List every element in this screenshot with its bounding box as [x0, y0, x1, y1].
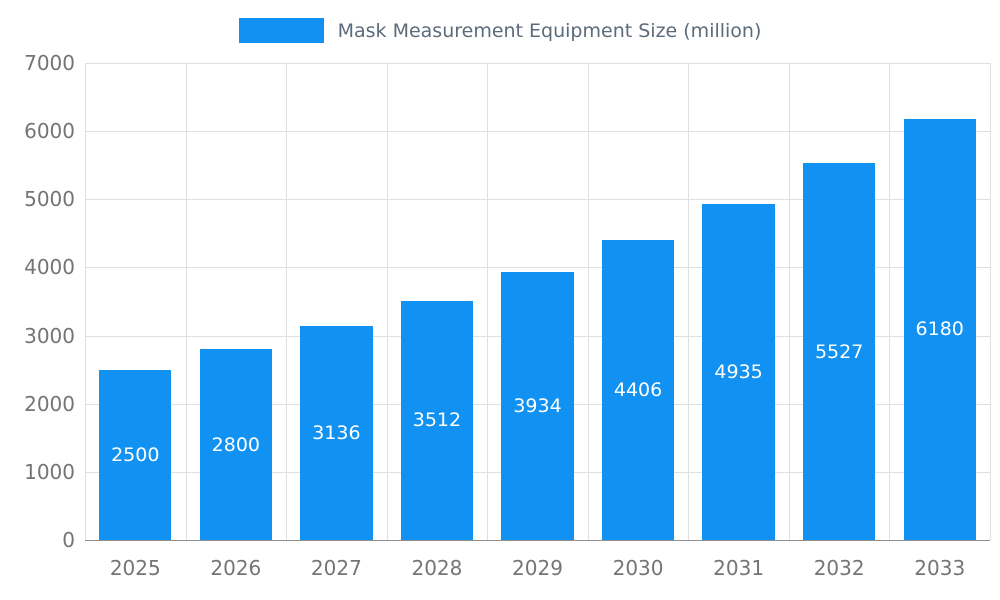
- bar[interactable]: 3934: [501, 271, 574, 540]
- bar-value-label: 2800: [211, 433, 260, 456]
- x-tick-label: 2028: [411, 556, 463, 580]
- y-tick-label: 7000: [24, 51, 75, 75]
- y-tick-label: 2000: [24, 391, 75, 416]
- vertical-gridline: [990, 63, 991, 540]
- bar[interactable]: 3512: [400, 300, 474, 540]
- bar[interactable]: 4935: [702, 203, 775, 540]
- plot-area: 2500 2800 3136 3512 3934 4406 4935 5527 6180: [85, 63, 991, 541]
- x-axis-labels: 2025 2026 2027 2028 2029 2030 2031 2032 2033: [85, 556, 990, 586]
- bar-value-label: 4935: [714, 360, 763, 383]
- bar-value-label: 4406: [613, 378, 663, 401]
- horizontal-gridline: [85, 199, 990, 201]
- y-tick-label: 0: [62, 528, 75, 552]
- legend-label: Mask Measurement Equipment Size (million…: [337, 19, 762, 42]
- y-tick-label: 3000: [24, 323, 75, 348]
- y-axis-labels: 0 1000 2000 3000 4000 5000 6000 7000: [0, 51, 75, 552]
- x-tick-label: 2026: [210, 556, 262, 580]
- bar[interactable]: 2800: [199, 349, 273, 540]
- bar-value-label: 5527: [814, 340, 864, 363]
- x-tick-label: 2027: [310, 556, 362, 580]
- x-tick-label: 2032: [813, 556, 865, 580]
- x-tick-label: 2025: [109, 556, 161, 580]
- bar[interactable]: 3136: [300, 326, 373, 540]
- x-tick-label: 2031: [713, 556, 765, 580]
- bar-value-label: 3934: [513, 394, 562, 417]
- legend-swatch: [238, 18, 324, 43]
- bar[interactable]: 2500: [99, 369, 172, 540]
- bar[interactable]: 5527: [802, 163, 876, 540]
- horizontal-gridline: [85, 63, 990, 64]
- vertical-gridline: [688, 63, 690, 540]
- bar[interactable]: 4406: [601, 239, 675, 540]
- y-tick-label: 6000: [24, 119, 75, 144]
- bar-value-label: 3512: [412, 409, 462, 432]
- vertical-gridline: [788, 63, 790, 540]
- y-tick-label: 1000: [24, 459, 75, 484]
- vertical-gridline: [889, 63, 891, 540]
- vertical-gridline: [286, 63, 288, 540]
- horizontal-gridline: [85, 267, 990, 269]
- y-tick-label: 5000: [24, 187, 75, 212]
- horizontal-gridline: [85, 131, 990, 133]
- vertical-gridline: [386, 63, 388, 540]
- bar-value-label: 6180: [915, 318, 964, 341]
- vertical-gridline: [85, 63, 86, 540]
- y-tick-label: 4000: [24, 255, 75, 280]
- legend[interactable]: Mask Measurement Equipment Size (million…: [0, 18, 1000, 43]
- x-tick-label: 2030: [612, 556, 664, 580]
- x-tick-label: 2029: [512, 556, 563, 580]
- x-tick-label: 2033: [914, 556, 966, 580]
- vertical-gridline: [487, 63, 489, 540]
- vertical-gridline: [587, 63, 589, 540]
- bar-value-label: 2500: [111, 443, 160, 466]
- bar[interactable]: 6180: [903, 118, 976, 540]
- bar-value-label: 3136: [312, 422, 361, 445]
- vertical-gridline: [185, 63, 187, 540]
